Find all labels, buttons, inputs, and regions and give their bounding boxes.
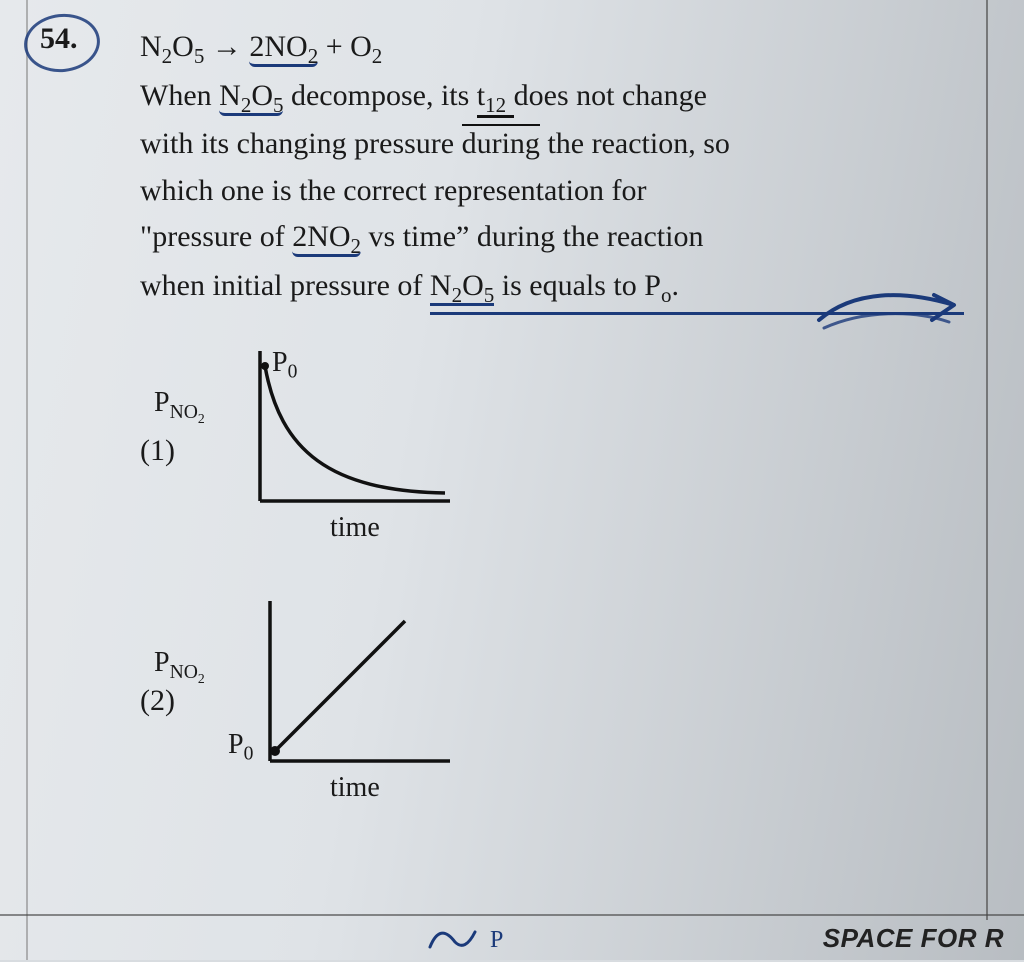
option-1-p0: P0 [272,341,297,388]
underline-n2o5-b: N2O5 [430,269,494,306]
t12: t12 [477,79,514,112]
option-1-graph: PNO2 P0 time [220,341,480,561]
p0: Po [644,269,671,302]
option-1-ylabel: PNO2 [154,381,205,429]
question-body: N2O5 → 2NO2 + O2 When N2O5 decompose, it… [140,24,944,811]
question-line-3: which one is the correct representation … [140,168,944,215]
pen-arrow-scribble [814,280,964,340]
text: decompose, its [291,79,477,112]
overline-during: during [462,124,540,160]
text: with its changing pressure during the re… [140,124,730,160]
options: (1) PNO2 P0 time (2) PNO2 [140,341,944,811]
text: does not change [514,79,707,112]
option-2-ylabel: PNO2 [154,641,205,689]
underline-2no2: 2NO2 [249,30,318,67]
ink-doodle-bottom: P [420,917,540,962]
option-1-svg [220,341,480,531]
option-2-p0: P0 [228,723,253,770]
footer-text: SPACE FOR R [823,923,1004,954]
left-margin-rule [26,0,28,960]
svg-text:P: P [490,927,503,953]
question-line-1: When N2O5 decompose, its t12 does not ch… [140,73,944,122]
underline-t12 [477,115,514,118]
option-1: (1) PNO2 P0 time [140,341,944,561]
option-2-xlabel: time [330,766,380,809]
option-2: (2) PNO2 P0 time [140,591,944,811]
text: "pressure of [140,220,292,253]
right-margin-rule [986,0,988,920]
text: vs time” during the reaction [361,220,703,253]
underline-n2o5: N2O5 [219,79,283,116]
question-line-2: with its changing pressure during the re… [140,121,944,168]
page: 54. N2O5 → 2NO2 + O2 When N2O5 decompose… [0,0,1024,960]
period: . [671,269,679,302]
text: when initial pressure of [140,269,430,302]
option-2-graph: PNO2 P0 time [220,591,480,811]
option-1-number: (1) [140,428,190,475]
question-number: 54. [34,22,78,56]
option-1-xlabel: time [330,506,380,549]
question-number-wrap: 54. [34,22,78,56]
underline-2no2-b: 2NO2 [292,220,361,257]
reaction-equation: N2O5 → 2NO2 + O2 [140,24,944,73]
text: is equals to [494,269,644,302]
option-2-svg [220,591,480,791]
text: When [140,79,219,112]
question-line-4: "pressure of 2NO2 vs time” during the re… [140,214,944,263]
bottom-rule [0,914,1024,916]
